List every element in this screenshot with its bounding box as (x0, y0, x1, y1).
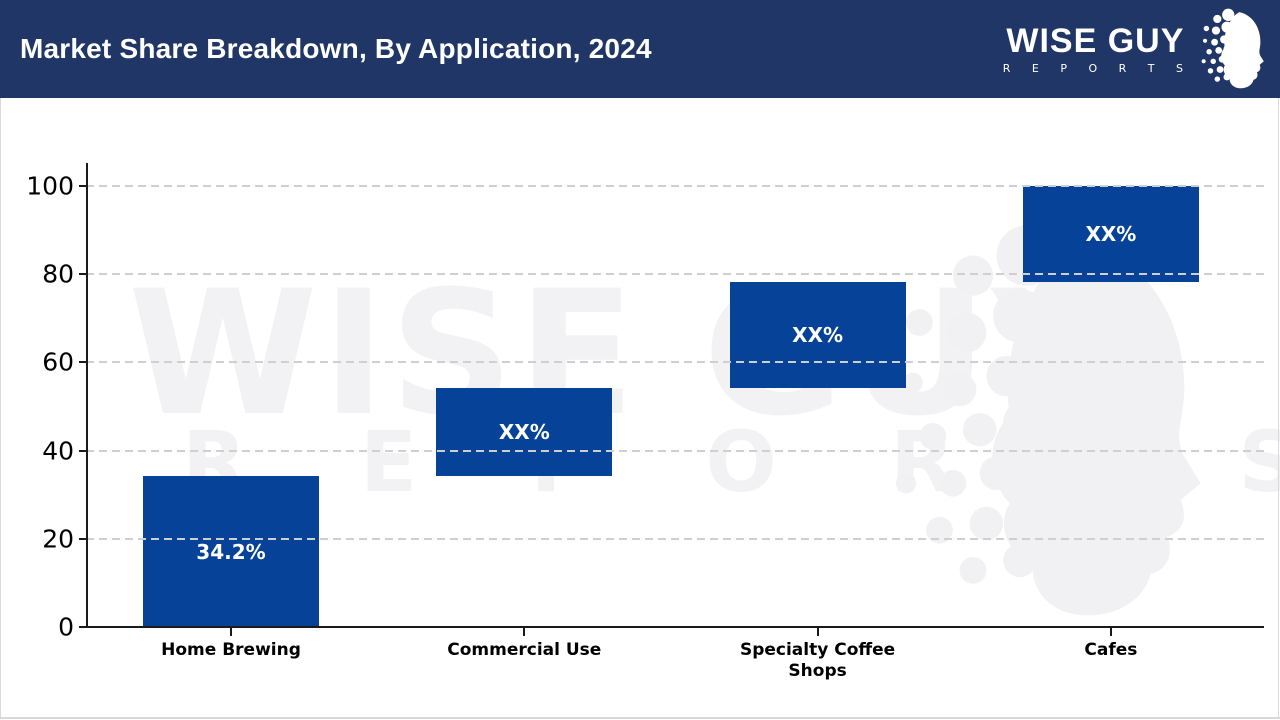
x-category-label-1: Home Brewing (161, 640, 301, 660)
dotted-head-profile-icon (1201, 8, 1264, 89)
page-bottom-edge (0, 717, 1280, 719)
y-axis-line (86, 163, 88, 628)
gridline-80 (86, 273, 1264, 276)
y-tick-mark (79, 537, 86, 540)
y-tick-mark (79, 626, 86, 628)
x-category-label-3: Specialty Coffee Shops (739, 640, 896, 682)
bar-home-brewing (143, 476, 319, 627)
page-right-edge (1278, 98, 1279, 718)
watermark-wordmark: WISE GUY (128, 253, 1121, 454)
x-tick-mark (523, 628, 526, 636)
watermark-head-icon (895, 225, 1201, 616)
gridline-20 (86, 537, 1264, 540)
logo-subtitle: R E P O R T S (1002, 61, 1192, 75)
gridline-100 (86, 185, 1264, 187)
page-left-edge (0, 98, 1, 718)
header-bar: Market Share Breakdown, By Application, … (0, 0, 1280, 98)
y-tick-label: 40 (42, 436, 74, 466)
x-tick-mark (816, 628, 819, 636)
gridline-40 (86, 449, 1264, 452)
y-tick-mark (79, 449, 86, 452)
logo-wordmark: WISE GUY (1006, 21, 1185, 60)
y-tick-mark (79, 273, 86, 276)
bar-cafes (1022, 186, 1199, 283)
logo-text: WISE GUY R E P O R T S (999, 24, 1192, 75)
bar-value-label: XX% (792, 323, 844, 348)
x-category-label-4: Cafes (1084, 640, 1138, 660)
bar-value-label: XX% (498, 420, 550, 445)
y-tick-label: 0 (58, 612, 74, 642)
x-axis-line (86, 626, 1264, 628)
y-tick-label: 80 (42, 259, 74, 289)
bar-specialty-coffee-shops (729, 282, 906, 388)
bar-value-label: XX% (1085, 222, 1137, 247)
gridline-60 (86, 361, 1264, 364)
y-tick-label: 100 (26, 171, 74, 201)
y-tick-mark (79, 185, 86, 187)
wise-guy-logo: WISE GUY R E P O R T S (999, 6, 1266, 92)
bar-value-label: 34.2% (196, 539, 266, 564)
y-tick-label: 20 (42, 524, 74, 554)
x-tick-mark (1109, 628, 1112, 636)
x-category-label-2: Commercial Use (447, 640, 602, 660)
chart-title: Market Share Breakdown, By Application, … (20, 33, 652, 64)
y-tick-mark (79, 361, 86, 364)
bar-commercial-use (436, 387, 613, 477)
x-tick-mark (230, 628, 232, 636)
y-tick-label: 60 (42, 347, 74, 377)
